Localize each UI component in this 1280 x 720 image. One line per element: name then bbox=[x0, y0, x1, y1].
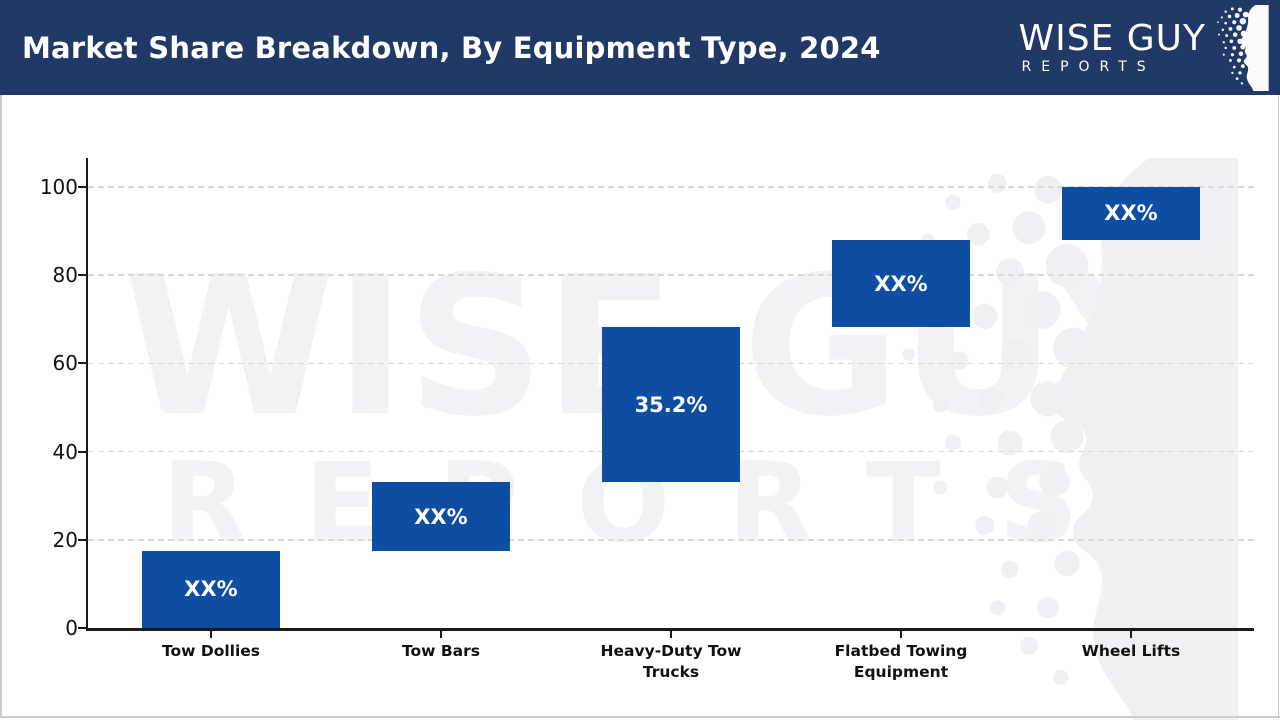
y-tick-label: 0 bbox=[65, 616, 78, 640]
y-tick-label: 40 bbox=[52, 439, 78, 464]
gridline-y-100 bbox=[88, 186, 1256, 188]
y-tick-label: 80 bbox=[52, 263, 78, 288]
x-tick-mark bbox=[440, 630, 442, 638]
x-category-label: Wheel Lifts bbox=[1081, 642, 1181, 660]
brand-subtitle: REPORTS bbox=[1021, 59, 1156, 76]
bar-heavy-duty-tow-trucks: 35.2% bbox=[602, 327, 740, 483]
brand-face-icon bbox=[1217, 4, 1269, 91]
y-tick-mark bbox=[78, 186, 87, 188]
brand-name: WISE GUY bbox=[1018, 17, 1206, 59]
bar-value-label: XX% bbox=[414, 504, 468, 529]
x-tick-mark bbox=[670, 630, 672, 638]
y-tick-mark bbox=[78, 450, 87, 453]
y-tick-mark bbox=[78, 274, 87, 277]
frame-border-left bbox=[0, 95, 2, 718]
y-axis-line bbox=[86, 158, 88, 630]
x-category-label: Heavy-Duty Tow Trucks bbox=[600, 642, 742, 681]
y-tick-label: 60 bbox=[52, 351, 78, 376]
frame-border-right bbox=[1277, 95, 1279, 718]
x-category-label: Tow Bars bbox=[401, 642, 481, 660]
x-category-label: Flatbed Towing Equipment bbox=[834, 642, 968, 681]
bar-flatbed-towing-equipment: XX% bbox=[832, 239, 970, 328]
gridline-y-80 bbox=[88, 274, 1256, 276]
gridline-y-20 bbox=[88, 539, 1256, 541]
y-tick-mark bbox=[78, 627, 87, 629]
brand-logo: WISE GUY REPORTS bbox=[1018, 4, 1273, 91]
y-tick-label: 100 bbox=[39, 175, 78, 199]
bar-tow-bars: XX% bbox=[372, 482, 510, 551]
header: Market Share Breakdown, By Equipment Typ… bbox=[0, 0, 1280, 95]
x-axis-line bbox=[86, 628, 1254, 631]
y-tick-mark bbox=[78, 538, 87, 541]
y-tick-label: 20 bbox=[52, 527, 78, 552]
x-tick-mark bbox=[1130, 630, 1132, 638]
bar-value-label: XX% bbox=[184, 577, 238, 602]
frame-border-bottom bbox=[0, 716, 1280, 718]
bar-tow-dollies: XX% bbox=[142, 550, 280, 628]
page-title: Market Share Breakdown, By Equipment Typ… bbox=[22, 30, 881, 65]
bar-wheel-lifts: XX% bbox=[1062, 187, 1200, 240]
bar-value-label: XX% bbox=[1104, 201, 1158, 226]
bar-value-label: 35.2% bbox=[634, 392, 708, 417]
brand-logo-text: WISE GUY REPORTS bbox=[1018, 17, 1207, 76]
x-category-label: Tow Dollies bbox=[161, 642, 261, 660]
x-tick-mark bbox=[900, 630, 902, 638]
y-tick-mark bbox=[78, 362, 87, 365]
bar-value-label: XX% bbox=[874, 271, 928, 296]
x-tick-mark bbox=[210, 630, 212, 638]
